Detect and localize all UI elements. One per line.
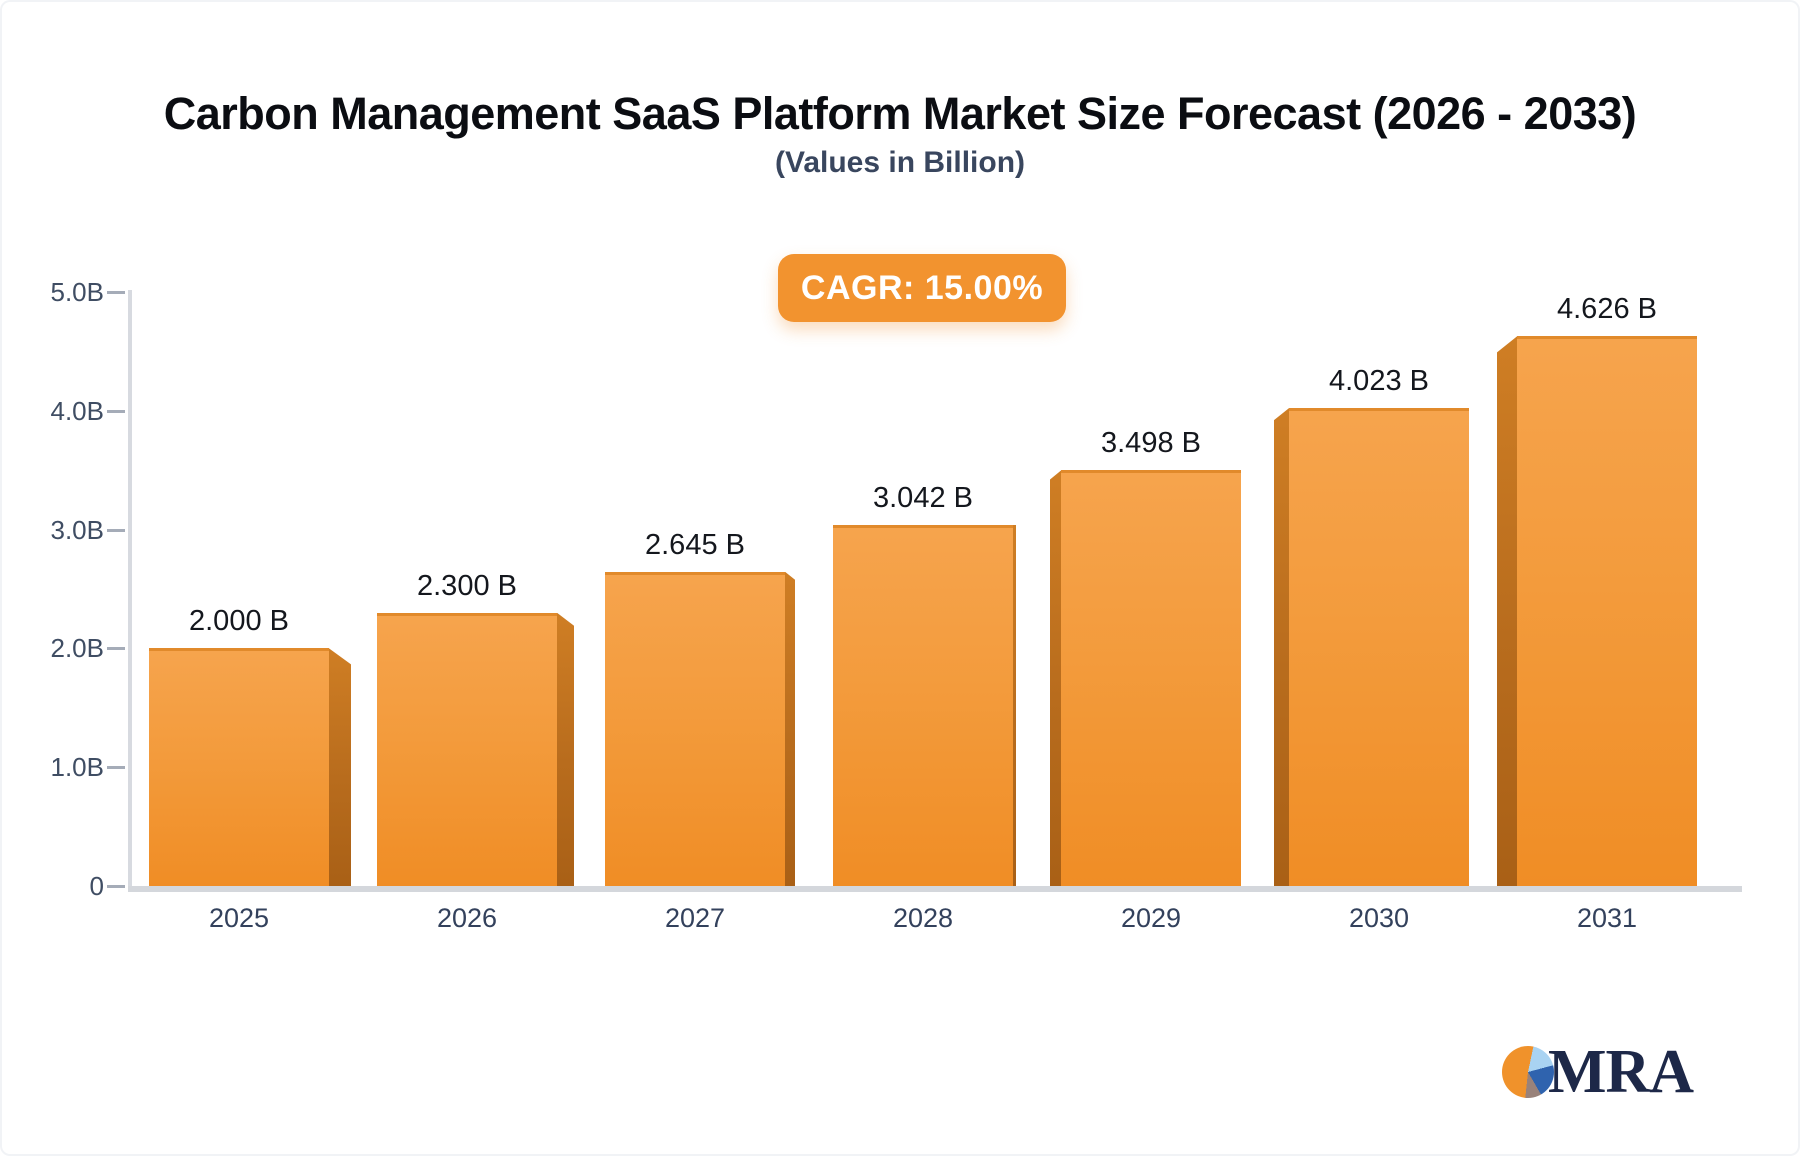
x-axis-label: 2025 (208, 903, 270, 933)
x-axis-label: 2028 (892, 903, 954, 933)
y-axis-tick-mark (107, 885, 125, 888)
y-axis-tick-mark (107, 766, 125, 770)
bar-2025[interactable] (149, 648, 329, 886)
bar-2029[interactable] (1061, 470, 1241, 886)
y-axis-tick-label: 5.0B (50, 277, 105, 307)
bar-2030[interactable] (1289, 408, 1469, 886)
x-axis-label: 2029 (1120, 903, 1182, 933)
bar-side-face (1497, 336, 1517, 886)
x-axis-label: 2030 (1348, 903, 1410, 933)
x-axis-label: 2026 (436, 903, 498, 933)
bar-side-face (329, 648, 351, 886)
brand-logo: MRA (1502, 1038, 1694, 1106)
bar-side-face (1050, 470, 1061, 886)
x-axis-label: 2031 (1576, 903, 1638, 933)
bar-2026[interactable] (377, 612, 557, 886)
y-axis-line (128, 290, 132, 890)
y-axis-tick-label: 4.0B (50, 395, 105, 426)
y-axis-tick-label: 0 (89, 871, 104, 901)
x-axis-label: 2027 (664, 903, 726, 933)
bar-2027[interactable] (605, 571, 785, 886)
bar-2028[interactable] (833, 524, 1013, 886)
y-axis-tick-mark (107, 291, 125, 294)
bar-value-label: 3.498 B (1101, 427, 1201, 460)
bar-side-face (1274, 408, 1289, 886)
bar-side-face (785, 571, 795, 886)
page-title: Carbon Management SaaS Platform Market S… (163, 88, 1637, 139)
cagr-badge: CAGR: 15.00% (778, 254, 1066, 322)
y-axis-tick-mark (107, 647, 125, 651)
y-axis-tick-label: 3.0B (50, 514, 105, 545)
bar-value-label: 4.626 B (1557, 293, 1657, 326)
cagr-badge-label: CAGR: 15.00% (800, 268, 1044, 307)
bar-value-label: 2.000 B (189, 605, 289, 638)
y-axis-tick-label: 2.0B (50, 633, 105, 664)
bar-value-label: 3.042 B (873, 481, 973, 514)
bar-2031[interactable] (1517, 336, 1697, 886)
logo-text: MRA (1548, 1038, 1694, 1106)
x-axis-line (128, 886, 1742, 892)
y-axis-tick-label: 1.0B (50, 752, 105, 783)
bar-value-label: 2.300 B (417, 569, 517, 602)
y-axis-tick-mark (107, 409, 125, 413)
pie-chart-icon (1502, 1046, 1554, 1098)
bar-value-label: 2.645 B (645, 528, 745, 561)
bar-side-face (557, 612, 574, 886)
y-axis-tick-mark (107, 528, 125, 532)
bar-side-face (1013, 524, 1016, 886)
bar-value-label: 4.023 B (1329, 365, 1429, 398)
chart-subtitle: (Values in Billion) (774, 146, 1026, 179)
